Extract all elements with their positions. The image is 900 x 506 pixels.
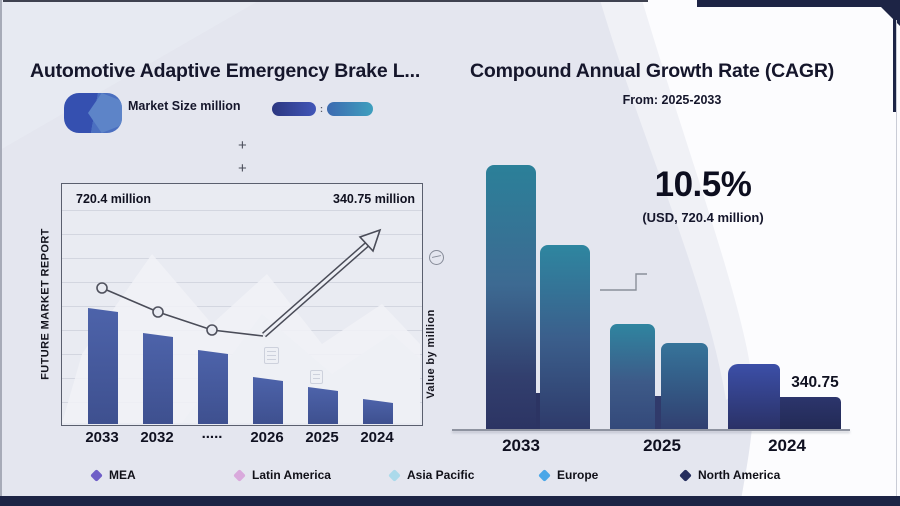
- diamond-icon: [388, 468, 401, 482]
- pill-teal: [327, 102, 373, 116]
- document-watermark-icon: [310, 370, 323, 384]
- right-xlabel-2033: 2033: [502, 436, 540, 455]
- pill-navy: [272, 102, 316, 116]
- diamond-icon: [679, 468, 692, 482]
- left-xlabel-2026: 2026: [250, 429, 284, 446]
- legend-item-north-america: North America: [679, 468, 781, 482]
- right-xlabel-2024: 2024: [768, 436, 806, 455]
- market-size-icon: [64, 93, 122, 133]
- frame-bottom-bar: [0, 496, 900, 506]
- right-chart-subtitle: From: 2025-2033: [622, 93, 722, 107]
- legend-label: MEA: [109, 468, 136, 482]
- right-chart-axis-line: [452, 429, 850, 431]
- frame-top-right-bar: [697, 0, 900, 7]
- bar-2033: [88, 308, 118, 424]
- left-chart-start-value: 720.4 million: [76, 192, 152, 206]
- legend-item-asia-pacific: Asia Pacific: [388, 468, 475, 482]
- cagr-value: 10.5%: [654, 165, 752, 204]
- gridline: [62, 282, 422, 283]
- right-bar-2024-a: [728, 364, 780, 430]
- right-bar-2033-a: [486, 165, 536, 430]
- diamond-icon: [233, 468, 246, 482]
- right-bar-2024-b: [780, 397, 841, 430]
- legend-label: Asia Pacific: [407, 468, 475, 482]
- market-size-label: Market Size million: [128, 99, 241, 113]
- frame-top-hairline: [3, 0, 648, 2]
- gridline: [62, 258, 422, 259]
- ratio-pills: :: [272, 102, 373, 116]
- step-line-decoration: [600, 273, 647, 291]
- legend-item-europe: Europe: [538, 468, 599, 482]
- frame-right-hairline: [896, 20, 897, 496]
- market-size-icon-facet: [88, 93, 122, 133]
- right-chart-title: Compound Annual Growth Rate (CAGR): [470, 60, 835, 82]
- bar-dots: [198, 350, 228, 424]
- plus-mark-1: +: [238, 137, 247, 154]
- legend-label: Latin America: [252, 468, 331, 482]
- left-xlabel-2025: 2025: [305, 429, 339, 446]
- bar-2026: [253, 377, 283, 424]
- left-xlabel-2032: 2032: [140, 429, 174, 446]
- left-chart-plot-area: 720.4 million 340.75 million: [61, 183, 423, 426]
- left-chart-y-axis-label: FUTURE MARKET REPORT: [39, 228, 52, 380]
- frame-right-notch: [893, 7, 896, 112]
- left-xlabel-dots: .....: [201, 425, 223, 442]
- legend-item-latin-america: Latin America: [233, 468, 331, 482]
- diamond-icon: [538, 468, 551, 482]
- left-chart-end-value: 340.75 million: [333, 192, 415, 206]
- legend-item-mea: MEA: [90, 468, 136, 482]
- bar-2024: [363, 399, 393, 424]
- legend-label: Europe: [557, 468, 599, 482]
- right-bar-2033-bridge: [536, 393, 540, 430]
- left-xlabel-2033: 2033: [85, 429, 119, 446]
- gridline: [62, 234, 422, 235]
- minus-circle-icon: [429, 250, 444, 265]
- pill-separator: :: [320, 104, 323, 114]
- right-bar-2025-a: [610, 324, 655, 430]
- data-label-340: 340.75: [791, 374, 839, 391]
- trend-line-and-arrow: [96, 228, 382, 338]
- document-watermark-icon: [264, 347, 279, 364]
- gridline: [62, 210, 422, 211]
- left-chart-title: Automotive Adaptive Emergency Brake L...: [30, 60, 421, 82]
- bar-2032: [143, 333, 173, 424]
- cagr-note: (USD, 720.4 million): [642, 210, 764, 225]
- bar-2025: [308, 387, 338, 424]
- frame-left-edge: [0, 0, 2, 506]
- right-bar-2025-b: [661, 343, 708, 430]
- right-xlabel-2025: 2025: [643, 436, 681, 455]
- right-chart-y-axis-label: Value by million: [425, 309, 437, 399]
- right-bar-2025-bridge: [655, 396, 661, 430]
- right-bar-2033-b: [540, 245, 590, 430]
- plus-mark-2: +: [238, 160, 247, 177]
- left-xlabel-2024: 2024: [360, 429, 394, 446]
- legend-label: North America: [698, 468, 781, 482]
- diamond-icon: [90, 468, 103, 482]
